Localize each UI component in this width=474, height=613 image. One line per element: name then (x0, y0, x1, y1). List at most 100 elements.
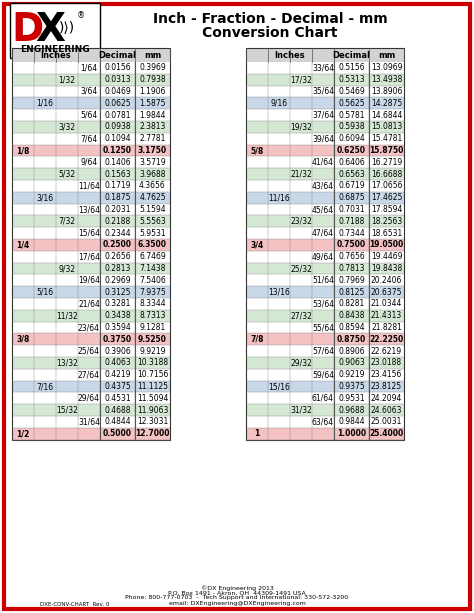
Text: 7/32: 7/32 (58, 217, 75, 226)
Bar (12, 62, 170, 74)
Bar (246, 156, 404, 168)
Text: 21.8281: 21.8281 (371, 323, 402, 332)
Bar (246, 227, 404, 239)
Text: 0.6406: 0.6406 (338, 158, 365, 167)
Bar (246, 168, 404, 180)
Text: 12.3031: 12.3031 (137, 417, 168, 427)
Bar (246, 322, 404, 333)
Bar (246, 48, 404, 440)
Text: 1/4: 1/4 (17, 240, 29, 249)
Bar (12, 286, 170, 298)
Bar (246, 404, 404, 416)
Bar (246, 109, 404, 121)
Text: D: D (12, 11, 44, 49)
Text: 18.2563: 18.2563 (371, 217, 402, 226)
Text: 0.6719: 0.6719 (338, 181, 365, 191)
Text: 39/64: 39/64 (312, 134, 334, 143)
Bar (246, 392, 404, 404)
Text: 7/64: 7/64 (81, 134, 98, 143)
Text: 0.5469: 0.5469 (338, 87, 365, 96)
Bar (12, 215, 170, 227)
Text: 0.9531: 0.9531 (338, 394, 365, 403)
Text: 57/64: 57/64 (312, 346, 334, 356)
Text: 0.8438: 0.8438 (338, 311, 365, 320)
Bar (12, 251, 170, 262)
Text: 0.6094: 0.6094 (338, 134, 365, 143)
Text: 9.5250: 9.5250 (138, 335, 167, 344)
Text: 2.3813: 2.3813 (139, 123, 166, 131)
Bar (246, 133, 404, 145)
Text: 0.3125: 0.3125 (104, 287, 131, 297)
Text: 15/16: 15/16 (268, 382, 290, 391)
Bar (12, 404, 170, 416)
Text: 3/4: 3/4 (250, 240, 264, 249)
Text: 11.1125: 11.1125 (137, 382, 168, 391)
Text: 3.5719: 3.5719 (139, 158, 166, 167)
Text: Phone: 800-777-0703  -  Tech Support and International: 330-572-3200: Phone: 800-777-0703 - Tech Support and I… (126, 595, 348, 601)
Text: 3/16: 3/16 (36, 193, 54, 202)
Text: 37/64: 37/64 (312, 110, 334, 120)
Bar (12, 310, 170, 322)
Text: 5/64: 5/64 (81, 110, 98, 120)
Text: 53/64: 53/64 (312, 299, 334, 308)
Text: 5.9531: 5.9531 (139, 229, 166, 238)
Bar (246, 369, 404, 381)
Bar (246, 357, 404, 369)
Text: Decimal: Decimal (332, 50, 371, 59)
Bar (12, 204, 170, 215)
Text: 0.9219: 0.9219 (338, 370, 365, 379)
Text: 5/16: 5/16 (36, 287, 54, 297)
Text: 3.1750: 3.1750 (138, 146, 167, 155)
Text: 21.0344: 21.0344 (371, 299, 402, 308)
Text: 21/64: 21/64 (78, 299, 100, 308)
Text: 5.5563: 5.5563 (139, 217, 166, 226)
Text: 0.2344: 0.2344 (104, 229, 131, 238)
Bar (12, 333, 170, 345)
Text: 49/64: 49/64 (312, 252, 334, 261)
Bar (12, 262, 170, 275)
Text: 31/64: 31/64 (78, 417, 100, 427)
Text: 25/32: 25/32 (290, 264, 312, 273)
Text: 1.9844: 1.9844 (139, 110, 166, 120)
Text: 0.7500: 0.7500 (337, 240, 366, 249)
Text: 0.0781: 0.0781 (104, 110, 131, 120)
Text: 13.8906: 13.8906 (371, 87, 402, 96)
Text: 1/2: 1/2 (17, 429, 29, 438)
Bar (12, 74, 170, 86)
Bar (12, 322, 170, 333)
Bar (246, 180, 404, 192)
Bar (12, 86, 170, 97)
Text: 25/64: 25/64 (78, 346, 100, 356)
Text: 3.9688: 3.9688 (139, 170, 166, 178)
Text: 0.7188: 0.7188 (338, 217, 365, 226)
Text: 0.7656: 0.7656 (338, 252, 365, 261)
Text: 0.3750: 0.3750 (103, 335, 132, 344)
Text: 25.0031: 25.0031 (371, 417, 402, 427)
Text: 9/16: 9/16 (271, 99, 288, 108)
Text: email: DXEngineering@DXEngineering.com: email: DXEngineering@DXEngineering.com (169, 601, 305, 606)
Text: X: X (35, 11, 65, 49)
Text: 17/32: 17/32 (290, 75, 312, 84)
Bar (246, 145, 404, 156)
Text: 17.8594: 17.8594 (371, 205, 402, 214)
Text: 41/64: 41/64 (312, 158, 334, 167)
Bar (246, 286, 404, 298)
Text: 35/64: 35/64 (312, 87, 334, 96)
Bar (246, 48, 404, 62)
Text: 0.5781: 0.5781 (338, 110, 365, 120)
Text: 0.6563: 0.6563 (338, 170, 365, 178)
Text: 0.7031: 0.7031 (338, 205, 365, 214)
Text: 63/64: 63/64 (312, 417, 334, 427)
Text: 1/8: 1/8 (16, 146, 30, 155)
Text: 0.4688: 0.4688 (104, 406, 131, 414)
Text: 17.0656: 17.0656 (371, 181, 402, 191)
Text: 0.2031: 0.2031 (104, 205, 131, 214)
Bar (12, 416, 170, 428)
Text: 0.0156: 0.0156 (104, 63, 131, 72)
Bar (12, 239, 170, 251)
Text: 6.3500: 6.3500 (138, 240, 167, 249)
Bar (246, 416, 404, 428)
Text: 20.6375: 20.6375 (371, 287, 402, 297)
Bar (246, 74, 404, 86)
Text: 0.2969: 0.2969 (104, 276, 131, 285)
